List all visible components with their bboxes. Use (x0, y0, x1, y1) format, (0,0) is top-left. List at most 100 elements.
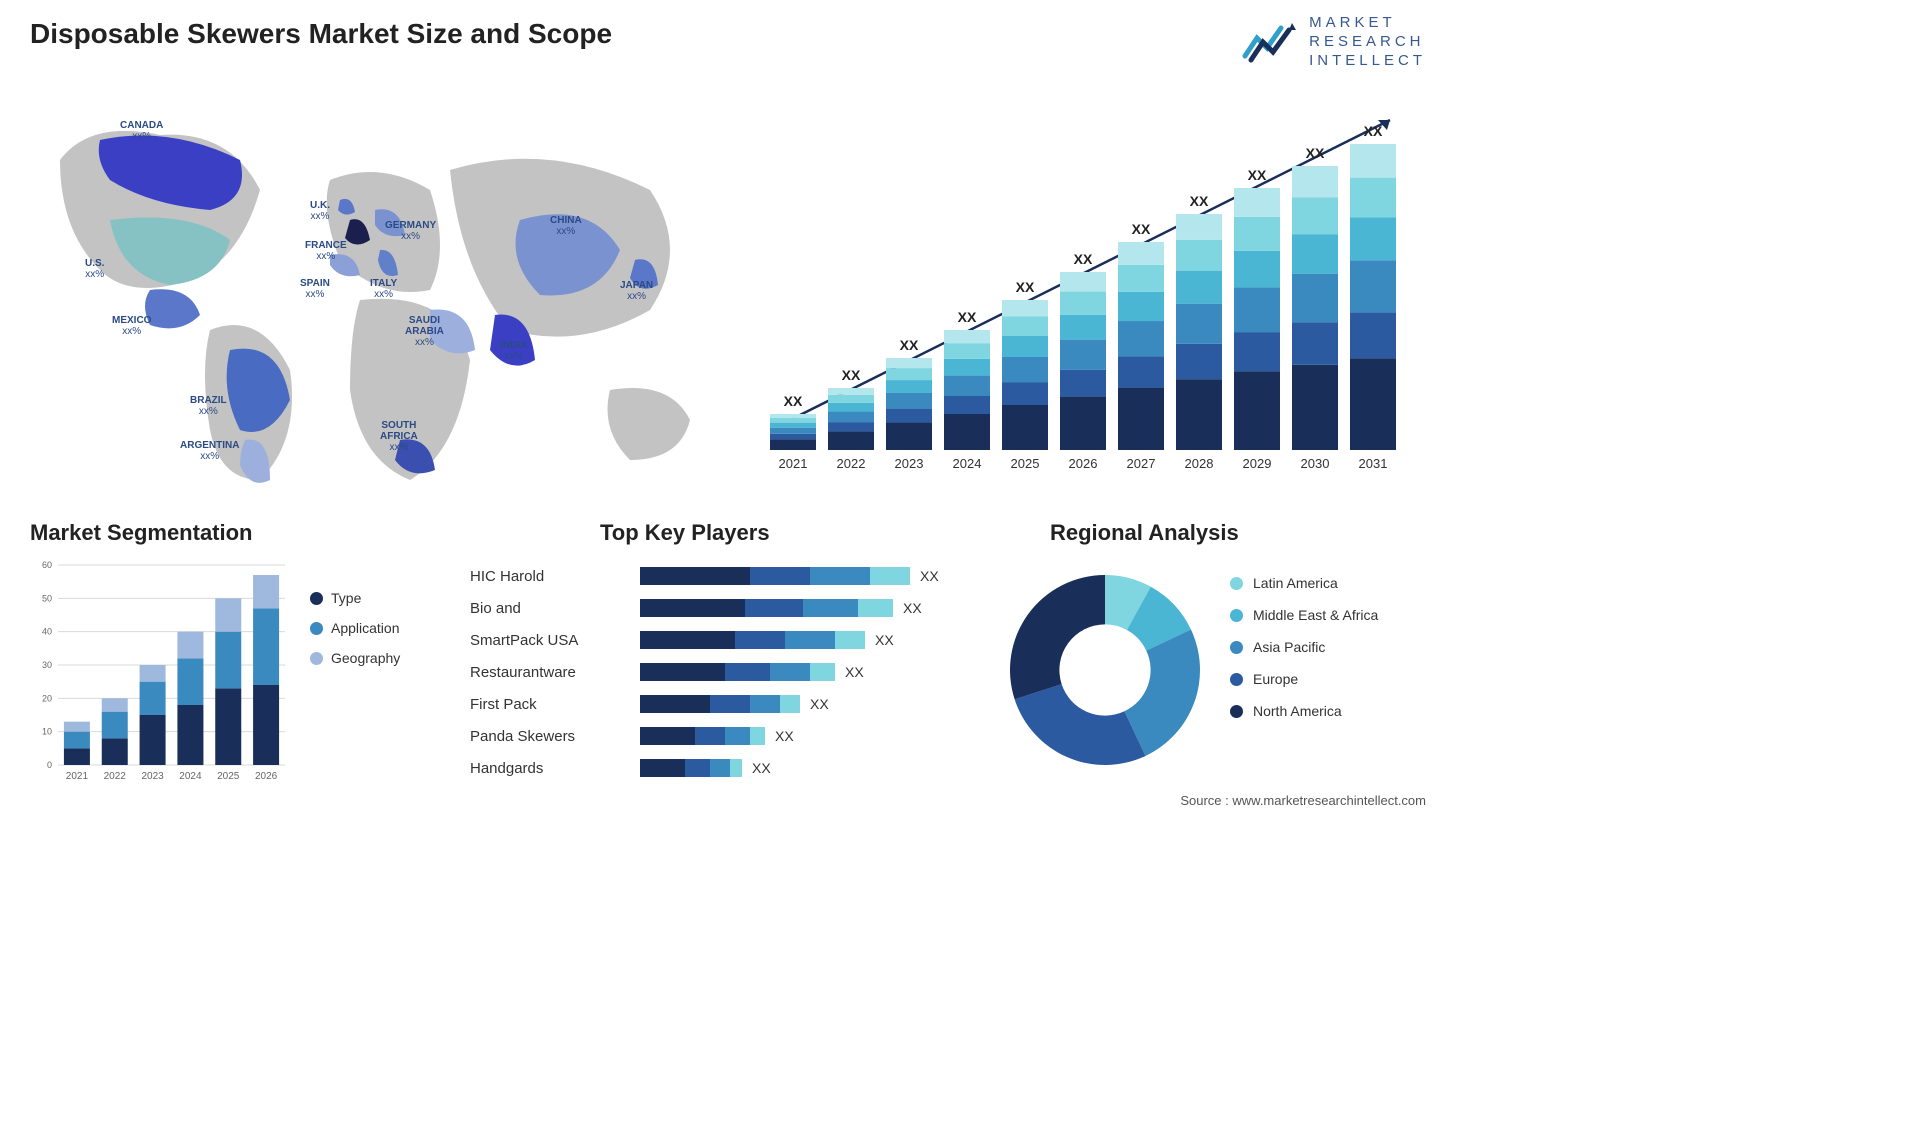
brand-logo: MARKET RESEARCH INTELLECT (1241, 14, 1426, 70)
seg-legend-item: Type (310, 590, 400, 606)
map-label-india: INDIAxx% (500, 340, 527, 362)
page-title: Disposable Skewers Market Size and Scope (30, 18, 612, 50)
regional-title: Regional Analysis (1050, 520, 1440, 546)
svg-text:2024: 2024 (179, 771, 202, 782)
map-label-china: CHINAxx% (550, 215, 582, 237)
player-value: XX (752, 760, 771, 776)
map-label-argentina: ARGENTINAxx% (180, 440, 239, 462)
player-value: XX (810, 696, 829, 712)
svg-text:2022: 2022 (837, 456, 866, 471)
player-row: Bio and XX (470, 592, 990, 624)
player-name: Handgards (470, 760, 640, 777)
seg-legend-item: Application (310, 620, 400, 636)
player-bar (640, 599, 893, 617)
svg-text:50: 50 (42, 593, 52, 603)
player-value: XX (920, 568, 939, 584)
svg-text:0: 0 (47, 760, 52, 770)
player-row: First Pack XX (470, 688, 990, 720)
svg-text:2026: 2026 (1069, 456, 1098, 471)
svg-text:2025: 2025 (217, 771, 240, 782)
player-bar (640, 727, 765, 745)
map-label-mexico: MEXICOxx% (112, 315, 151, 337)
segmentation-legend: Type Application Geography (310, 590, 400, 680)
player-name: Panda Skewers (470, 728, 640, 745)
world-map: CANADAxx% U.S.xx% MEXICOxx% BRAZILxx% ARGENT… (30, 100, 730, 500)
map-label-italy: ITALYxx% (370, 278, 397, 300)
svg-text:2031: 2031 (1359, 456, 1388, 471)
svg-text:XX: XX (842, 367, 861, 383)
svg-text:XX: XX (1016, 279, 1035, 295)
regional-legend-item: Asia Pacific (1230, 639, 1378, 655)
svg-text:2029: 2029 (1243, 456, 1272, 471)
svg-text:40: 40 (42, 627, 52, 637)
seg-legend-item: Geography (310, 650, 400, 666)
player-row: RestaurantwareXX (470, 656, 990, 688)
segmentation-title: Market Segmentation (30, 520, 450, 546)
svg-text:XX: XX (784, 393, 803, 409)
logo-icon (1241, 20, 1299, 64)
logo-line2: RESEARCH (1309, 33, 1426, 52)
map-label-us: U.S.xx% (85, 258, 104, 280)
map-label-spain: SPAINxx% (300, 278, 330, 300)
player-name: SmartPack USA (470, 632, 640, 649)
map-label-southafrica: SOUTHAFRICAxx% (380, 420, 418, 453)
player-bar (640, 631, 865, 649)
player-value: XX (775, 728, 794, 744)
regional-legend-item: Latin America (1230, 575, 1378, 591)
player-name: Restaurantware (470, 664, 640, 681)
player-bar (640, 663, 835, 681)
regional-panel: Regional Analysis Latin America Middle Ea… (1000, 520, 1440, 800)
forecast-chart: XX 2021 XX 2022 XX 2023 XX 2024 XX 2025 XX 2026 XX 20… (760, 100, 1420, 480)
map-label-saudiarabia: SAUDIARABIAxx% (405, 315, 444, 348)
svg-text:2027: 2027 (1127, 456, 1156, 471)
player-name: HIC Harold (470, 568, 640, 585)
svg-text:XX: XX (1074, 251, 1093, 267)
player-name: Bio and (470, 600, 640, 617)
player-value: XX (903, 600, 922, 616)
svg-text:XX: XX (958, 309, 977, 325)
svg-text:XX: XX (1248, 167, 1267, 183)
svg-text:2024: 2024 (953, 456, 982, 471)
svg-text:20: 20 (42, 693, 52, 703)
svg-text:60: 60 (42, 560, 52, 570)
regional-legend-item: Middle East & Africa (1230, 607, 1378, 623)
player-bar (640, 695, 800, 713)
logo-line1: MARKET (1309, 14, 1426, 33)
map-label-japan: JAPANxx% (620, 280, 653, 302)
svg-text:XX: XX (900, 337, 919, 353)
svg-text:2026: 2026 (255, 771, 278, 782)
player-row: Panda Skewers XX (470, 720, 990, 752)
player-bar (640, 759, 742, 777)
svg-text:2023: 2023 (895, 456, 924, 471)
map-label-france: FRANCExx% (305, 240, 347, 262)
regional-legend-item: Europe (1230, 671, 1378, 687)
player-bar (640, 567, 910, 585)
map-label-germany: GERMANYxx% (385, 220, 436, 242)
player-row: HIC Harold XX (470, 560, 990, 592)
player-row: SmartPack USA XX (470, 624, 990, 656)
player-name: First Pack (470, 696, 640, 713)
segmentation-panel: Market Segmentation 0 10 20 30 40 50 60 2021 202… (30, 520, 450, 800)
svg-text:XX: XX (1190, 193, 1209, 209)
svg-text:XX: XX (1306, 145, 1325, 161)
svg-text:2021: 2021 (779, 456, 808, 471)
svg-text:2025: 2025 (1011, 456, 1040, 471)
logo-line3: INTELLECT (1309, 52, 1426, 71)
regional-legend-item: North America (1230, 703, 1378, 719)
map-label-brazil: BRAZILxx% (190, 395, 227, 417)
players-title: Top Key Players (600, 520, 990, 546)
svg-text:XX: XX (1132, 221, 1151, 237)
map-label-canada: CANADAxx% (120, 120, 163, 142)
player-value: XX (875, 632, 894, 648)
svg-text:30: 30 (42, 660, 52, 670)
source-text: Source : www.marketresearchintellect.com (1180, 793, 1426, 808)
key-players-panel: Top Key Players HIC HaroldXXBio andXXSma… (470, 520, 990, 800)
svg-text:10: 10 (42, 727, 52, 737)
svg-text:XX: XX (1364, 123, 1383, 139)
svg-text:2021: 2021 (66, 771, 89, 782)
map-label-uk: U.K.xx% (310, 200, 330, 222)
svg-text:2030: 2030 (1301, 456, 1330, 471)
svg-text:2022: 2022 (104, 771, 127, 782)
svg-text:2028: 2028 (1185, 456, 1214, 471)
svg-text:2023: 2023 (141, 771, 164, 782)
